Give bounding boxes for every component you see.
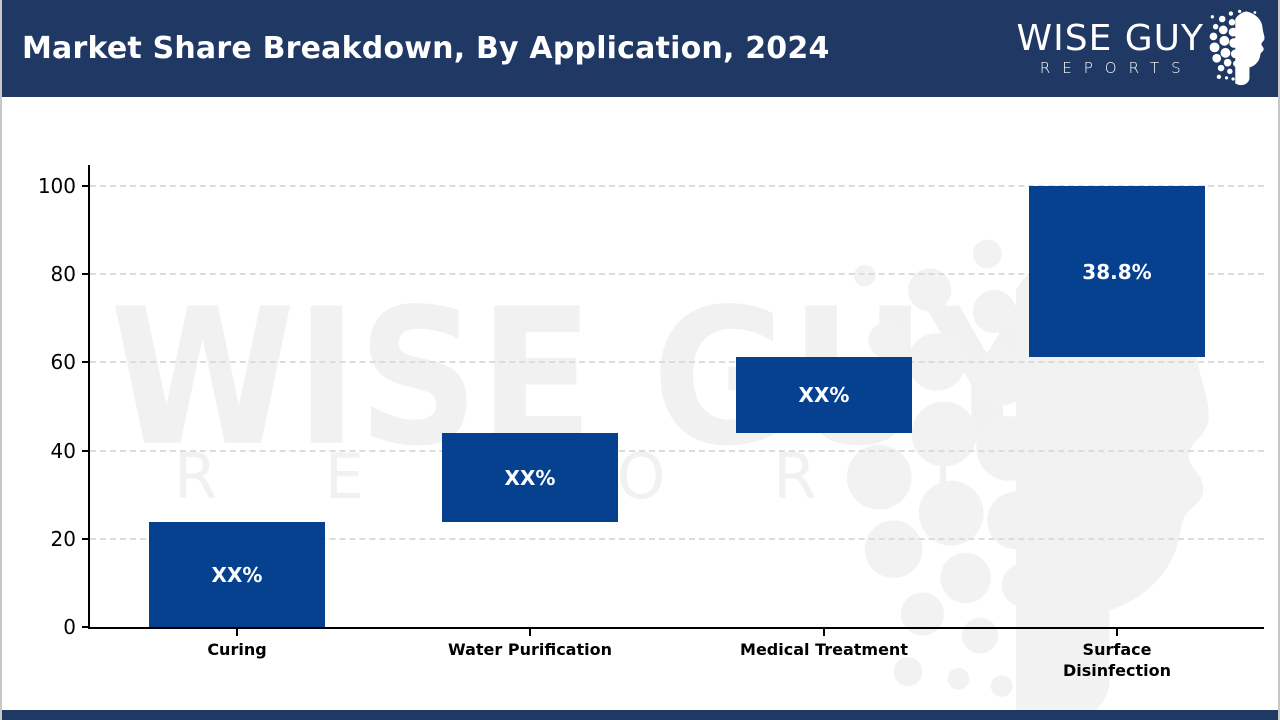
y-axis-tick-label: 60 bbox=[50, 350, 76, 375]
wise-guy-head-icon bbox=[1209, 9, 1265, 85]
y-axis-tick-mark bbox=[82, 449, 90, 452]
waterfall-bar-medical-treatment bbox=[736, 357, 912, 433]
y-axis-tick-label: 20 bbox=[50, 526, 76, 551]
x-axis-tick-mark bbox=[529, 629, 531, 636]
x-axis-tick-mark bbox=[823, 629, 825, 636]
y-axis-tick-label: 100 bbox=[37, 174, 76, 198]
bar-value-label: XX% bbox=[798, 383, 850, 408]
y-axis-tick-mark bbox=[82, 537, 90, 540]
y-axis-tick-mark bbox=[82, 185, 90, 187]
logo-name: WISE GUY bbox=[1016, 18, 1204, 59]
y-gridline bbox=[90, 537, 1264, 540]
x-axis-category-label: Medical Treatment bbox=[740, 640, 908, 659]
y-axis-tick-mark bbox=[82, 626, 90, 628]
y-axis-tick-label: 40 bbox=[50, 438, 76, 463]
y-axis-tick-label: 80 bbox=[50, 262, 76, 287]
y-gridline bbox=[90, 449, 1264, 452]
y-axis-tick-mark bbox=[82, 273, 90, 276]
y-gridline bbox=[90, 273, 1264, 276]
header-bar: Market Share Breakdown, By Application, … bbox=[2, 0, 1279, 97]
y-axis-line bbox=[88, 165, 90, 629]
x-axis-tick-mark bbox=[236, 629, 238, 636]
y-axis-tick-label: 0 bbox=[63, 615, 76, 639]
y-gridline bbox=[90, 361, 1264, 364]
x-axis-category-label: Water Purification bbox=[448, 640, 612, 659]
waterfall-bar-surface-disinfection bbox=[1029, 186, 1205, 358]
bar-value-label: XX% bbox=[211, 562, 263, 587]
y-gridline bbox=[90, 185, 1264, 187]
page-title: Market Share Breakdown, By Application, … bbox=[22, 31, 830, 66]
waterfall-bar-water-purification bbox=[442, 432, 618, 523]
x-axis-category-label: Curing bbox=[207, 640, 267, 659]
bar-value-label: XX% bbox=[504, 465, 556, 490]
waterfall-bar-curing bbox=[149, 522, 325, 627]
wise-guy-logo: WISE GUY REPORTS bbox=[1017, 7, 1279, 91]
x-axis-line bbox=[88, 627, 1264, 629]
footer-bar bbox=[2, 710, 1278, 720]
logo-text: WISE GUY REPORTS bbox=[1017, 21, 1205, 76]
logo-subtitle: REPORTS bbox=[1039, 59, 1193, 77]
y-axis-tick-mark bbox=[82, 361, 90, 364]
x-axis-tick-mark bbox=[1116, 629, 1118, 636]
bar-value-label: 38.8% bbox=[1082, 259, 1152, 284]
x-axis-category-label: Surface Disinfection bbox=[1063, 640, 1171, 680]
